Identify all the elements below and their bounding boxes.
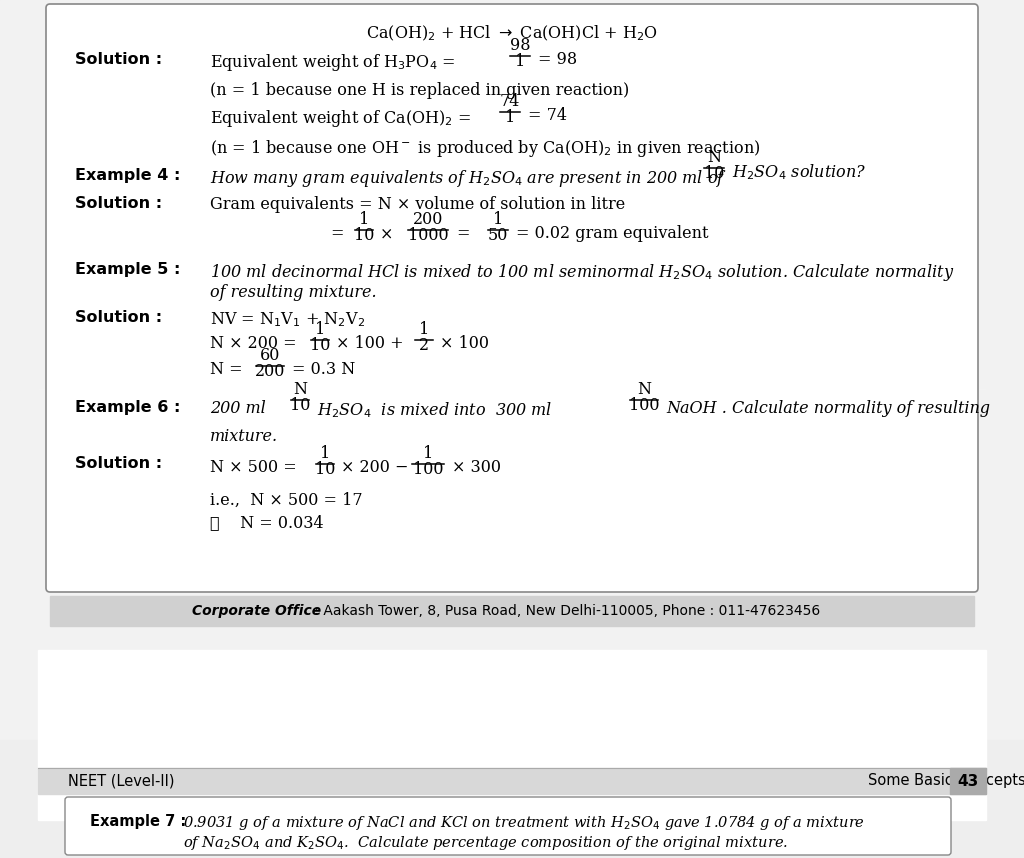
Text: 10: 10 [314,461,335,478]
Text: 74: 74 [500,93,520,110]
Text: 10: 10 [703,165,724,182]
Text: mixture.: mixture. [210,428,279,445]
Text: 50: 50 [487,227,508,244]
Text: i.e.,  N × 500 = 17: i.e., N × 500 = 17 [210,492,362,509]
Text: Equivalent weight of H$_3$PO$_4$ =: Equivalent weight of H$_3$PO$_4$ = [210,52,456,73]
FancyBboxPatch shape [65,797,951,855]
Text: 1: 1 [319,445,330,462]
Text: Example 7 :: Example 7 : [90,814,186,829]
Text: 1000: 1000 [408,227,449,244]
Text: 100: 100 [413,461,443,478]
Text: : Aakash Tower, 8, Pusa Road, New Delhi-110005, Phone : 011-47623456: : Aakash Tower, 8, Pusa Road, New Delhi-… [310,604,820,618]
Bar [950,768,986,794]
Text: Corporate Office: Corporate Office [193,604,322,618]
Text: 43: 43 [957,774,979,789]
Text: Example 4 :: Example 4 : [75,168,180,183]
Text: × 100 +: × 100 + [336,335,403,353]
Text: Example 5 :: Example 5 : [75,262,180,277]
Bar [38,650,986,820]
Bar [50,596,974,626]
Text: =: = [330,226,343,243]
Bar [38,768,986,794]
Text: N × 500 =: N × 500 = [210,460,297,476]
Text: Example 6 :: Example 6 : [75,400,180,415]
Text: How many gram equivalents of H$_2$SO$_4$ are present in 200 ml of: How many gram equivalents of H$_2$SO$_4$… [210,168,727,189]
Text: 100 ml decinormal HCl is mixed to 100 ml seminormal H$_2$SO$_4$ solution. Calcul: 100 ml decinormal HCl is mixed to 100 ml… [210,262,954,283]
Bar [0,390,1024,740]
Text: Ca(OH)$_2$ + HCl $\rightarrow$ Ca(OH)Cl + H$_2$O: Ca(OH)$_2$ + HCl $\rightarrow$ Ca(OH)Cl … [366,24,658,44]
Text: NaOH . Calculate normality of resulting: NaOH . Calculate normality of resulting [666,400,990,417]
Text: N: N [637,381,651,398]
Text: 98: 98 [510,37,530,54]
Bar [0,740,1024,858]
Text: (n = 1 because one OH$^-$ is produced by Ca(OH)$_2$ in given reaction): (n = 1 because one OH$^-$ is produced by… [210,138,760,159]
Text: = 0.3 N: = 0.3 N [292,361,355,378]
Text: = 98: = 98 [538,51,578,69]
Text: N: N [293,381,307,398]
Text: ∴    N = 0.034: ∴ N = 0.034 [210,514,324,531]
Text: × 200 −: × 200 − [341,460,409,476]
Text: Solution :: Solution : [75,456,162,471]
Text: ×: × [380,226,393,243]
FancyBboxPatch shape [46,4,978,592]
Text: × 100: × 100 [440,335,489,353]
Text: NV = N$_1$V$_1$ + N$_2$V$_2$: NV = N$_1$V$_1$ + N$_2$V$_2$ [210,310,366,329]
Text: 1: 1 [314,321,326,338]
Text: H$_2$SO$_4$ solution?: H$_2$SO$_4$ solution? [732,162,866,182]
Text: =: = [456,226,469,243]
Text: 1: 1 [515,53,525,70]
Text: 2: 2 [419,337,429,354]
Text: NEET (Level-II): NEET (Level-II) [68,774,174,789]
Text: 200 ml: 200 ml [210,400,266,417]
Text: 200: 200 [255,363,286,380]
Text: 1: 1 [419,321,429,338]
Text: N: N [707,149,721,166]
Text: Gram equivalents = N × volume of solution in litre: Gram equivalents = N × volume of solutio… [210,196,626,213]
Text: (n = 1 because one H is replaced in given reaction): (n = 1 because one H is replaced in give… [210,82,630,99]
Text: 0.9031 g of a mixture of NaCl and KCl on treatment with H$_2$SO$_4$ gave 1.0784 : 0.9031 g of a mixture of NaCl and KCl on… [183,814,865,832]
Text: N =: N = [210,361,243,378]
Text: of Na$_2$SO$_4$ and K$_2$SO$_4$.  Calculate percentage composition of the origin: of Na$_2$SO$_4$ and K$_2$SO$_4$. Calcula… [183,834,788,852]
Text: 10: 10 [354,227,374,244]
Text: Solution :: Solution : [75,310,162,325]
Text: = 74: = 74 [528,107,567,124]
Bar [38,390,986,740]
Text: 10: 10 [310,337,330,354]
Text: H$_2$SO$_4$  is mixed into  300 ml: H$_2$SO$_4$ is mixed into 300 ml [317,400,552,420]
Text: 100: 100 [629,397,659,414]
Text: 1: 1 [358,211,369,228]
Text: Solution :: Solution : [75,52,162,67]
Text: Equivalent weight of Ca(OH)$_2$ =: Equivalent weight of Ca(OH)$_2$ = [210,108,471,129]
Text: 10: 10 [290,397,310,414]
Text: 1: 1 [505,109,515,126]
Text: N × 200 =: N × 200 = [210,335,297,353]
Bar [0,0,1024,390]
Text: × 300: × 300 [452,460,501,476]
Text: 60: 60 [260,347,281,364]
Text: Solution :: Solution : [75,196,162,211]
Text: 200: 200 [413,211,443,228]
Text: 1: 1 [423,445,433,462]
Text: Some Basic Concepts of Chemistry: Some Basic Concepts of Chemistry [868,774,1024,789]
Text: = 0.02 gram equivalent: = 0.02 gram equivalent [516,226,709,243]
Text: 1: 1 [493,211,503,228]
Text: of resulting mixture.: of resulting mixture. [210,284,377,301]
